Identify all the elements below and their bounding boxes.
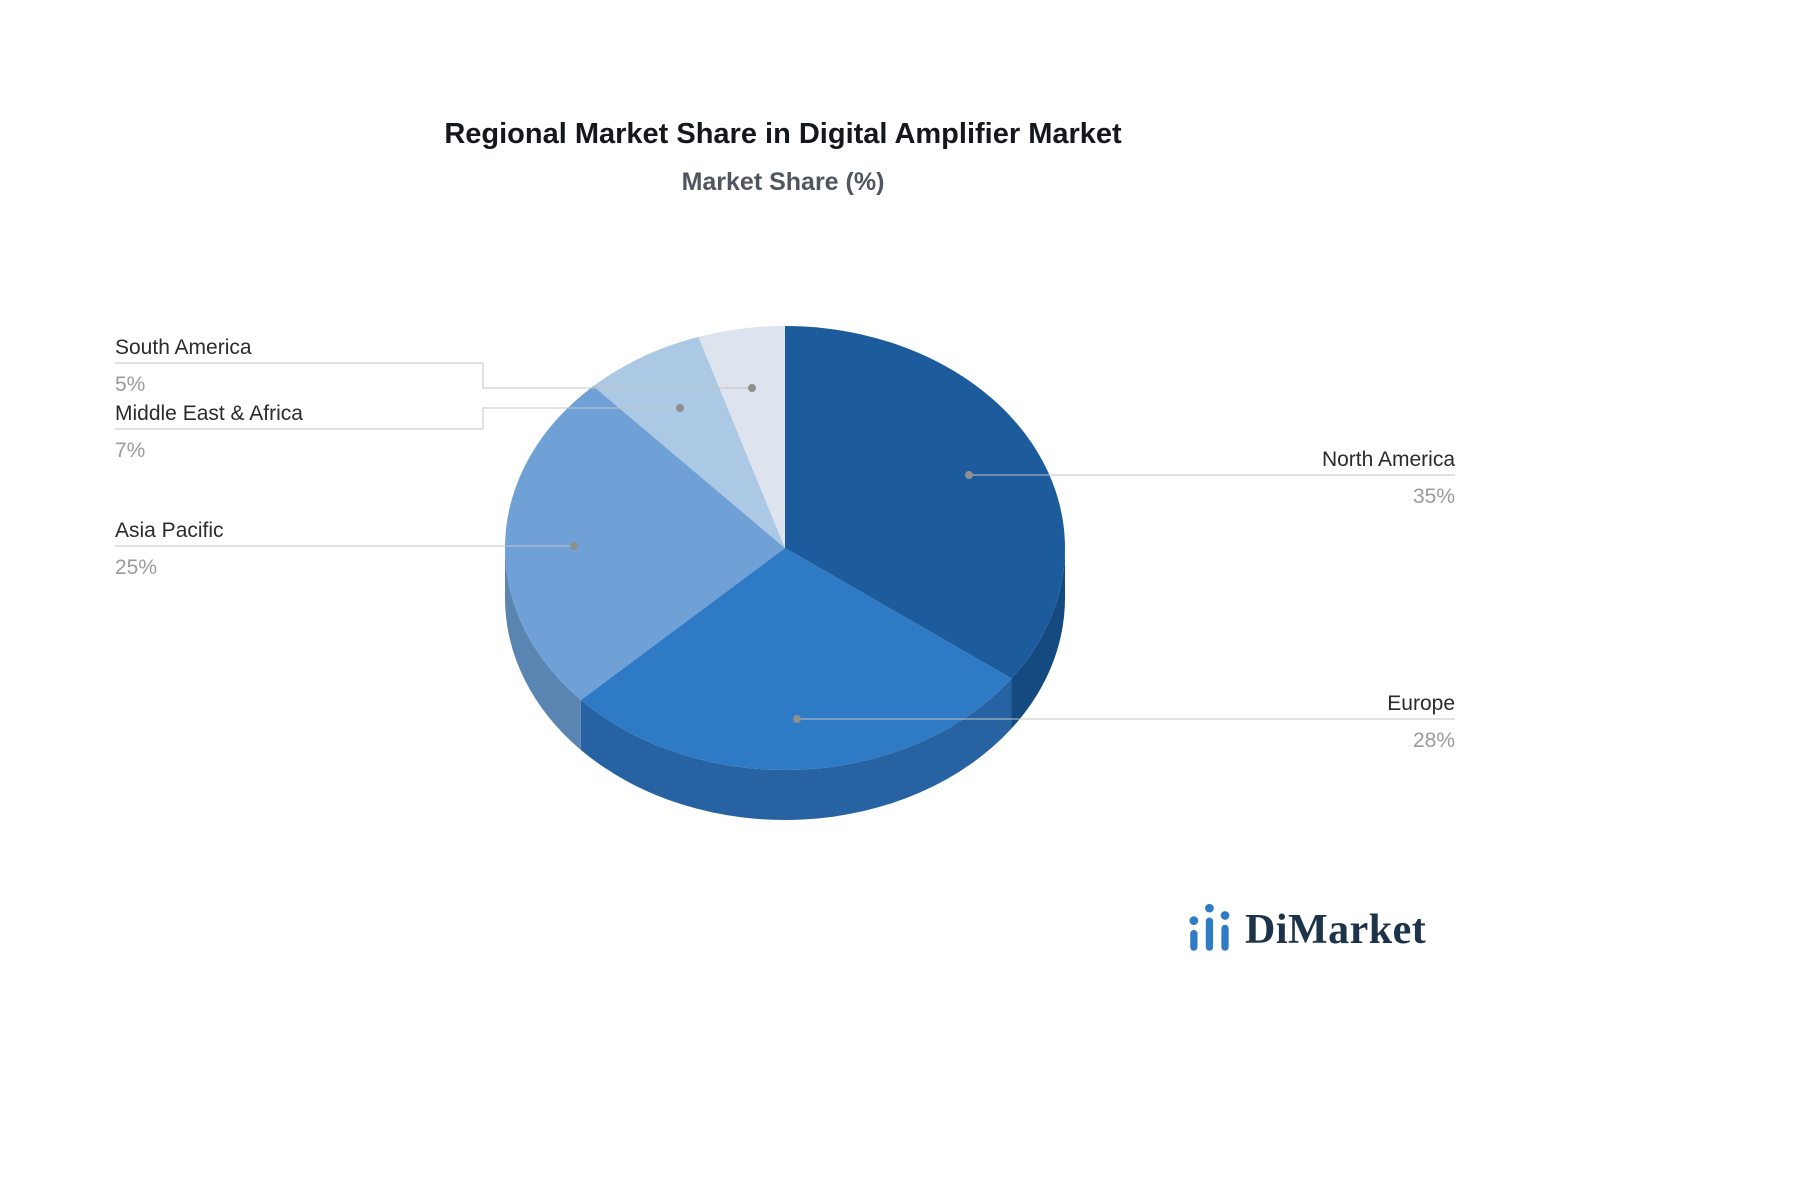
chart-subtitle: Market Share (%) — [681, 168, 885, 196]
slice-label-asia-pacific: Asia Pacific — [115, 519, 224, 542]
callout-dot-south-america — [748, 384, 756, 392]
pie-slice-side-europe — [580, 678, 1012, 821]
brand-logo: DiMarket — [1188, 903, 1426, 957]
slice-value-middle-east-africa: 7% — [115, 439, 145, 462]
pie-slice-europe — [580, 548, 1012, 771]
callout-dot-north-america — [965, 471, 973, 479]
slice-label-south-america: South America — [115, 336, 252, 359]
slice-label-europe: Europe — [1387, 692, 1455, 715]
slice-label-middle-east-africa: Middle East & Africa — [115, 402, 303, 425]
logo-dot — [1205, 903, 1214, 913]
pie-slice-north-america — [785, 326, 1065, 679]
slice-value-asia-pacific: 25% — [115, 556, 157, 579]
brand-logo-icon — [1189, 903, 1230, 951]
brand-logo-text: DiMarket — [1245, 907, 1427, 953]
pie-slice-middle-east-africa — [593, 336, 785, 548]
slice-value-europe: 28% — [1413, 729, 1455, 752]
pie-slice-south-america — [698, 326, 785, 548]
callout-dot-middle-east-africa — [676, 404, 684, 412]
pie-slice-side-asia-pacific — [505, 548, 581, 750]
callout-line-middle-east-africa — [115, 407, 680, 430]
slice-value-south-america: 5% — [115, 373, 145, 396]
logo-bar — [1190, 930, 1198, 951]
logo-bar — [1205, 917, 1214, 951]
callout-dot-asia-pacific — [570, 542, 578, 550]
slice-label-north-america: North America — [1322, 448, 1455, 471]
pie-slice-asia-pacific — [505, 386, 785, 700]
slice-value-north-america: 35% — [1413, 485, 1455, 508]
logo-bar — [1221, 924, 1229, 951]
logo-dot — [1220, 911, 1230, 920]
callout-dot-europe — [793, 715, 801, 723]
chart-title: Regional Market Share in Digital Amplifi… — [444, 118, 1122, 150]
callout-line-south-america — [115, 362, 752, 389]
logo-dot — [1189, 916, 1199, 926]
pie-slice-side-north-america — [1011, 548, 1065, 729]
